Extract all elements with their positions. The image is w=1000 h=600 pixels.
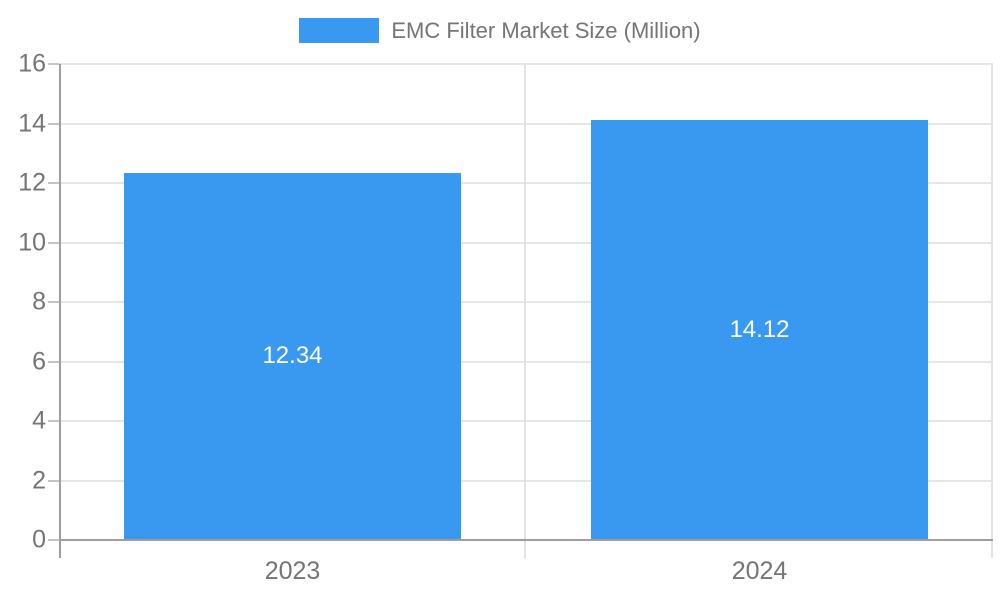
y-tick-mark [48, 241, 59, 244]
y-gridline [59, 479, 993, 482]
y-gridline [59, 182, 993, 184]
y-gridline [59, 420, 993, 422]
y-tick-label: 10 [18, 228, 46, 256]
bar-value-label: 12.34 [262, 342, 323, 370]
y-gridline [59, 63, 993, 65]
x-gridline [524, 64, 526, 558]
y-tick-mark [48, 360, 59, 363]
y-gridline [59, 241, 993, 244]
y-tick-mark [48, 63, 59, 65]
x-axis-label-2023: 2023 [264, 557, 321, 585]
legend-label: EMC Filter Market Size (Million) [391, 18, 701, 43]
y-tick-label: 12 [18, 168, 46, 197]
y-tick-mark [48, 420, 59, 422]
bar-2024[interactable]: 14.12 [591, 119, 928, 540]
y-tick-label: 0 [32, 525, 46, 554]
y-tick-label: 8 [32, 287, 46, 316]
x-gridline [991, 64, 993, 558]
y-gridline [59, 122, 993, 125]
y-tick-mark [48, 301, 59, 303]
bar-2023[interactable]: 12.34 [124, 172, 461, 540]
y-tick-mark [48, 539, 59, 541]
plot-area: 0 2 4 6 8 10 12 14 16 12.34 2023 14.12 2024 [18, 51, 993, 585]
bar-value-label: 14.12 [729, 315, 790, 343]
y-tick-label: 2 [32, 466, 46, 494]
y-axis-line [59, 64, 61, 558]
y-tick-label: 6 [32, 347, 46, 375]
x-axis-label-2024: 2024 [731, 557, 788, 585]
y-tick-mark [48, 479, 59, 482]
y-tick-mark [48, 182, 59, 184]
y-gridline [59, 360, 993, 363]
y-tick-label: 14 [18, 109, 46, 137]
y-tick-label: 16 [18, 49, 46, 78]
legend[interactable]: EMC Filter Market Size (Million) [0, 18, 1000, 43]
y-tick-label: 4 [32, 406, 46, 435]
y-gridline [59, 301, 993, 303]
x-axis-line [59, 539, 993, 541]
legend-swatch-icon [299, 18, 380, 43]
y-tick-mark [48, 122, 59, 125]
